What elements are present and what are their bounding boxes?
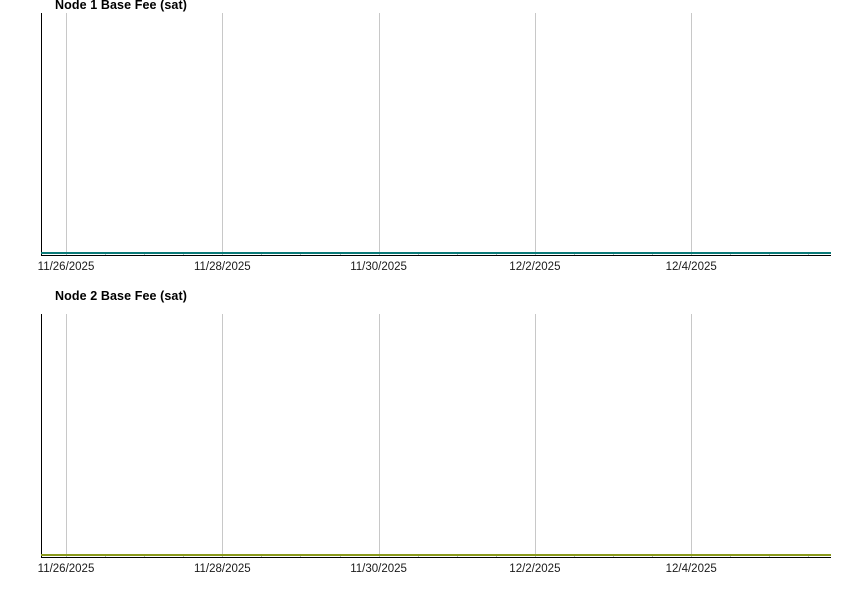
gridline xyxy=(378,314,380,557)
gridline xyxy=(222,13,224,255)
x-tick-label: 12/2/2025 xyxy=(509,261,561,273)
x-tick-label: 12/4/2025 xyxy=(665,261,717,273)
x-tick-label: 11/28/2025 xyxy=(193,261,251,273)
x-tick-labels-node1: 11/26/2025 11/28/2025 11/30/2025 12/2/2025 1… xyxy=(0,260,860,276)
series-line-node2 xyxy=(41,554,831,556)
chart-panel-node2: Node 2 Base Fee (sat) 11/26/2025 11/28/20… xyxy=(0,288,860,600)
gridline xyxy=(66,13,67,255)
x-tick-label: 11/30/2025 xyxy=(350,261,407,273)
series-line-node1 xyxy=(41,252,831,254)
chart-title-node1: Node 1 Base Fee (sat) xyxy=(55,0,188,12)
x-tick-label: 12/2/2025 xyxy=(509,563,561,575)
y-axis-node1 xyxy=(41,13,42,256)
plot-area-node1 xyxy=(41,13,831,256)
gridline xyxy=(378,13,380,255)
gridline xyxy=(66,314,67,557)
gridline xyxy=(534,314,536,557)
chart-panel-node1: Node 1 Base Fee (sat) 11/26/2025 11/28/20… xyxy=(0,0,860,288)
x-tick-label: 11/28/2025 xyxy=(193,563,251,575)
x-tick-label: 11/26/2025 xyxy=(37,563,95,575)
gridline xyxy=(691,314,693,557)
gridline xyxy=(534,13,536,255)
gridline xyxy=(222,314,224,557)
x-tick-labels-node2: 11/26/2025 11/28/2025 11/30/2025 12/2/2025 1… xyxy=(0,562,860,578)
x-tick-label: 12/4/2025 xyxy=(665,563,717,575)
y-axis-node2 xyxy=(41,314,42,558)
chart-title-node2: Node 2 Base Fee (sat) xyxy=(55,289,188,303)
x-tick-label: 11/30/2025 xyxy=(350,563,407,575)
plot-area-node2 xyxy=(41,314,831,558)
x-tick-label: 11/26/2025 xyxy=(37,261,95,273)
gridline xyxy=(691,13,693,255)
x-axis-node2 xyxy=(41,557,831,558)
x-axis-node1 xyxy=(41,255,831,256)
